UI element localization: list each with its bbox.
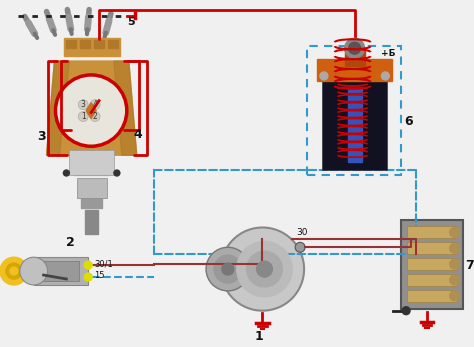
Text: 15: 15 [94, 271, 105, 280]
Bar [347, 88, 362, 162]
Circle shape [256, 261, 273, 277]
Circle shape [450, 291, 460, 301]
Polygon shape [114, 61, 137, 155]
Bar [34, 257, 88, 285]
Text: 3: 3 [37, 130, 46, 143]
Circle shape [295, 242, 305, 252]
Bar [40, 261, 79, 281]
Text: 6: 6 [404, 116, 413, 128]
Bar [407, 274, 456, 286]
Text: 4: 4 [134, 128, 143, 141]
Circle shape [0, 257, 28, 285]
Circle shape [450, 228, 460, 237]
Bar [81, 180, 102, 208]
Text: 4: 4 [92, 100, 98, 109]
Circle shape [20, 257, 47, 285]
Text: 2: 2 [66, 236, 75, 249]
Text: 1: 1 [81, 112, 86, 121]
Bar [307, 46, 401, 175]
Circle shape [345, 38, 365, 58]
Bar [78, 38, 92, 56]
Bar [407, 242, 456, 254]
Text: 1: 1 [255, 330, 264, 344]
Circle shape [90, 100, 100, 110]
Polygon shape [46, 61, 137, 155]
Circle shape [78, 112, 88, 121]
Circle shape [84, 273, 92, 281]
Text: 5: 5 [127, 17, 135, 27]
Text: 7: 7 [465, 259, 474, 272]
Bar [345, 48, 365, 66]
Bar [64, 38, 78, 56]
Circle shape [246, 251, 283, 287]
Bar [69, 150, 114, 175]
Bar [66, 40, 76, 48]
Circle shape [206, 247, 250, 291]
Text: 30: 30 [296, 228, 308, 237]
Bar [85, 210, 98, 235]
Bar [92, 38, 106, 56]
Text: 2: 2 [93, 112, 98, 121]
Polygon shape [46, 61, 69, 155]
Bar [401, 220, 463, 309]
Circle shape [90, 112, 100, 121]
Bar [106, 38, 120, 56]
Circle shape [382, 72, 389, 80]
Bar [94, 40, 104, 48]
Polygon shape [20, 261, 34, 281]
Text: 30/1: 30/1 [94, 259, 113, 268]
Circle shape [450, 275, 460, 285]
Bar [407, 290, 456, 302]
Circle shape [402, 307, 410, 315]
Text: 3: 3 [81, 100, 86, 109]
Text: +Б: +Б [382, 49, 396, 58]
Circle shape [221, 228, 304, 311]
Bar [317, 59, 392, 81]
Bar [77, 178, 107, 198]
Circle shape [450, 259, 460, 269]
Circle shape [450, 243, 460, 253]
Bar [80, 40, 90, 48]
Circle shape [10, 267, 18, 275]
Bar [74, 153, 109, 175]
Circle shape [84, 261, 92, 269]
Circle shape [320, 72, 328, 80]
Bar [407, 258, 456, 270]
Circle shape [114, 170, 120, 176]
Circle shape [55, 75, 127, 146]
Circle shape [64, 170, 69, 176]
Circle shape [349, 42, 361, 54]
Bar [79, 180, 104, 195]
Circle shape [78, 100, 88, 110]
Bar [407, 227, 456, 238]
Bar [108, 40, 118, 48]
Bar [322, 66, 387, 170]
Circle shape [6, 263, 22, 279]
Circle shape [214, 255, 242, 283]
Circle shape [222, 263, 234, 275]
Polygon shape [86, 103, 96, 119]
Circle shape [237, 242, 292, 297]
Polygon shape [327, 66, 383, 81]
